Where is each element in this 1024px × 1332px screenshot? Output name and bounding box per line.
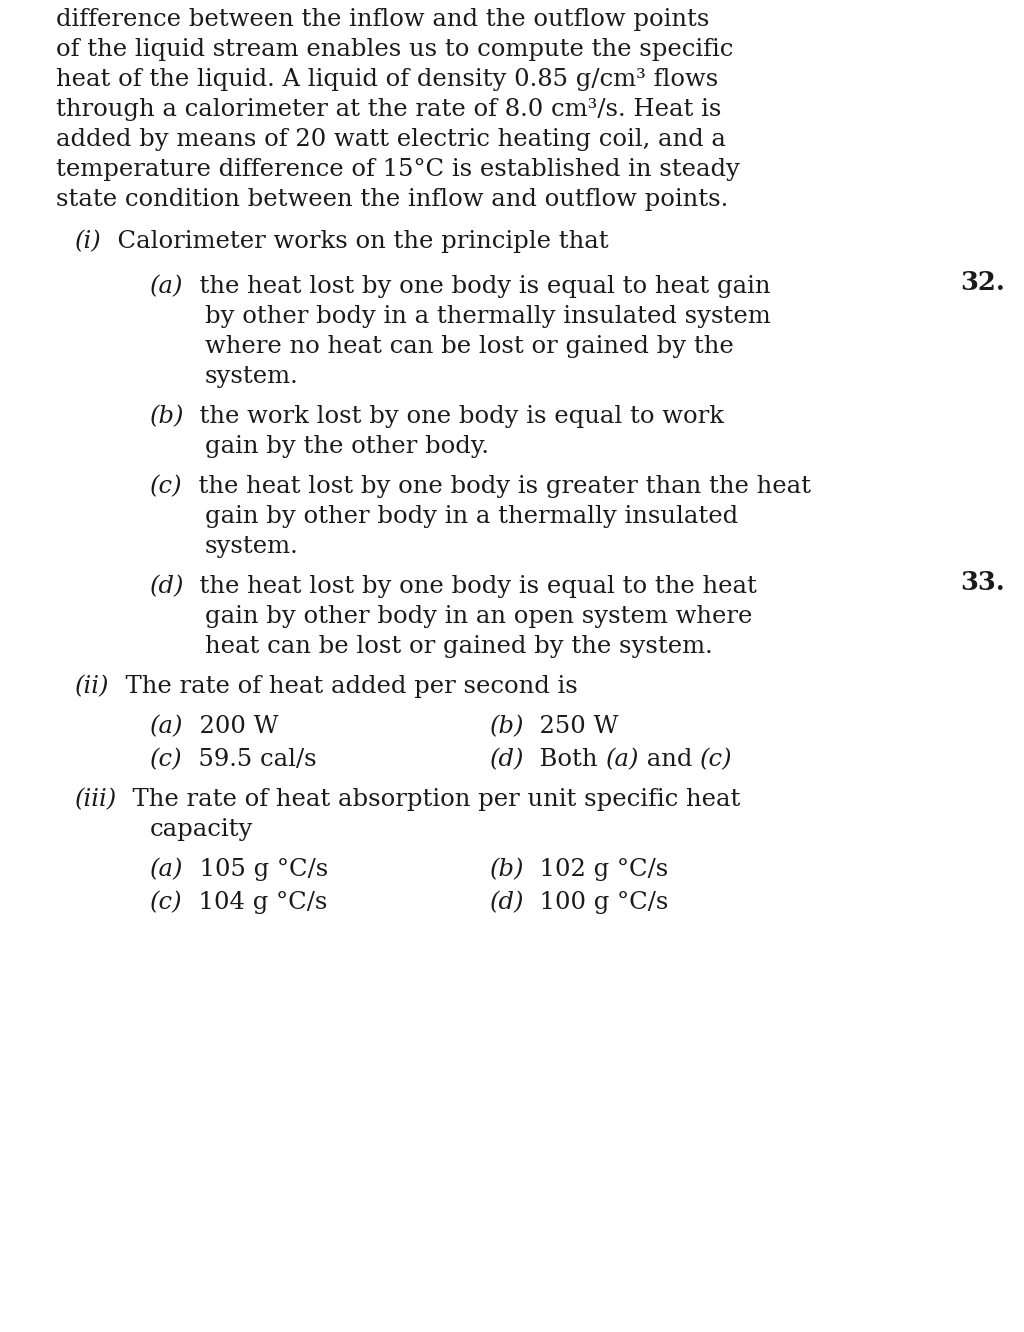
Text: (a): (a) <box>150 858 183 880</box>
Text: system.: system. <box>205 535 299 558</box>
Text: 104 g °C/s: 104 g °C/s <box>182 891 327 914</box>
Text: (b): (b) <box>490 858 524 880</box>
Text: heat can be lost or gained by the system.: heat can be lost or gained by the system… <box>205 635 713 658</box>
Text: gain by other body in an open system where: gain by other body in an open system whe… <box>205 605 753 627</box>
Text: the heat lost by one body is equal to heat gain: the heat lost by one body is equal to he… <box>183 274 770 298</box>
Text: (d): (d) <box>490 891 524 914</box>
Text: through a calorimeter at the rate of 8.0 cm³/s. Heat is: through a calorimeter at the rate of 8.0… <box>56 99 721 121</box>
Text: and: and <box>639 749 700 771</box>
Text: (b): (b) <box>490 715 524 738</box>
Text: the heat lost by one body is equal to the heat: the heat lost by one body is equal to th… <box>184 575 758 598</box>
Text: gain by other body in a thermally insulated: gain by other body in a thermally insula… <box>205 505 738 527</box>
Text: 105 g °C/s: 105 g °C/s <box>183 858 328 880</box>
Text: Both: Both <box>524 749 606 771</box>
Text: of the liquid stream enables us to compute the specific: of the liquid stream enables us to compu… <box>56 39 733 61</box>
Text: the heat lost by one body is greater than the heat: the heat lost by one body is greater tha… <box>182 476 811 498</box>
Text: the work lost by one body is equal to work: the work lost by one body is equal to wo… <box>184 405 725 428</box>
Text: Calorimeter works on the principle that: Calorimeter works on the principle that <box>101 230 608 253</box>
Text: (c): (c) <box>150 749 182 771</box>
Text: 32.: 32. <box>961 270 1005 294</box>
Text: (a): (a) <box>150 274 183 298</box>
Text: temperature difference of 15°C is established in steady: temperature difference of 15°C is establ… <box>56 159 740 181</box>
Text: 59.5 cal/s: 59.5 cal/s <box>182 749 316 771</box>
Text: (i): (i) <box>75 230 101 253</box>
Text: (d): (d) <box>150 575 184 598</box>
Text: 102 g °C/s: 102 g °C/s <box>524 858 669 880</box>
Text: 200 W: 200 W <box>183 715 279 738</box>
Text: (c): (c) <box>150 891 182 914</box>
Text: capacity: capacity <box>150 818 253 840</box>
Text: heat of the liquid. A liquid of density 0.85 g/cm³ flows: heat of the liquid. A liquid of density … <box>56 68 718 91</box>
Text: 33.: 33. <box>961 570 1005 595</box>
Text: (ii): (ii) <box>75 675 110 698</box>
Text: (b): (b) <box>150 405 184 428</box>
Text: (d): (d) <box>490 749 524 771</box>
Text: system.: system. <box>205 365 299 388</box>
Text: The rate of heat added per second is: The rate of heat added per second is <box>110 675 578 698</box>
Text: (a): (a) <box>606 749 639 771</box>
Text: (c): (c) <box>700 749 733 771</box>
Text: gain by the other body.: gain by the other body. <box>205 436 489 458</box>
Text: added by means of 20 watt electric heating coil, and a: added by means of 20 watt electric heati… <box>56 128 726 151</box>
Text: (a): (a) <box>150 715 183 738</box>
Text: 100 g °C/s: 100 g °C/s <box>524 891 669 914</box>
Text: 250 W: 250 W <box>524 715 618 738</box>
Text: (c): (c) <box>150 476 182 498</box>
Text: (iii): (iii) <box>75 789 118 811</box>
Text: state condition between the inflow and outflow points.: state condition between the inflow and o… <box>56 188 728 210</box>
Text: by other body in a thermally insulated system: by other body in a thermally insulated s… <box>205 305 771 328</box>
Text: The rate of heat absorption per unit specific heat: The rate of heat absorption per unit spe… <box>118 789 740 811</box>
Text: where no heat can be lost or gained by the: where no heat can be lost or gained by t… <box>205 336 734 358</box>
Text: difference between the inflow and the outflow points: difference between the inflow and the ou… <box>56 8 710 31</box>
